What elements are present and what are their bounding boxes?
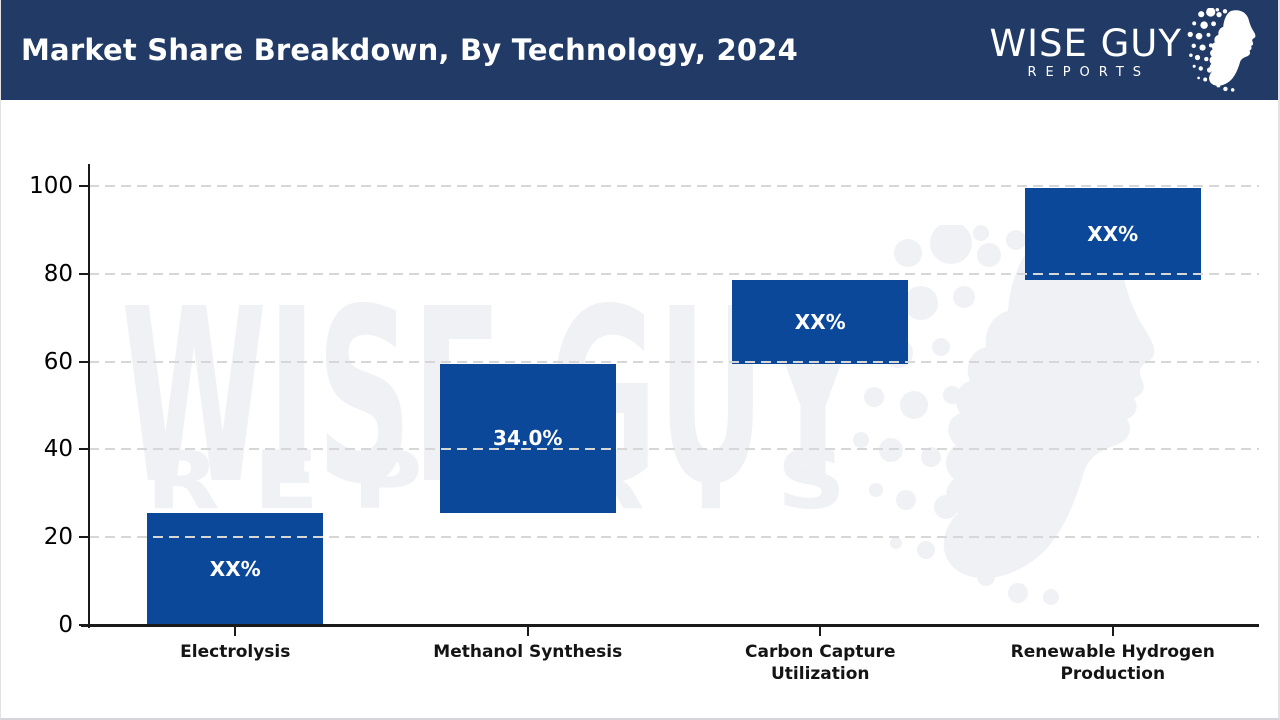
gridline bbox=[89, 272, 1259, 275]
gridline bbox=[89, 536, 1259, 539]
y-tick-label: 100 bbox=[29, 173, 73, 199]
x-tick-label: Renewable Hydrogen Production bbox=[1010, 642, 1215, 685]
bar: 34.0% bbox=[439, 363, 616, 514]
y-tick-label: 20 bbox=[43, 524, 73, 551]
y-axis-line bbox=[88, 164, 90, 628]
x-tick bbox=[526, 627, 529, 636]
logo-line1: WISE GUY bbox=[989, 22, 1182, 65]
bar-value-label: XX% bbox=[794, 310, 846, 335]
bar-value-label: XX% bbox=[1087, 222, 1139, 247]
bar: XX% bbox=[1024, 188, 1201, 281]
y-tick bbox=[79, 185, 88, 187]
bar: XX% bbox=[147, 513, 324, 625]
wiseguy-head-icon bbox=[1187, 8, 1256, 92]
x-tick-label: Carbon Capture Utilization bbox=[745, 642, 896, 685]
wiseguy-logo: WISE GUY REPORTS bbox=[990, 8, 1264, 96]
gridline bbox=[89, 360, 1259, 363]
x-tick bbox=[234, 627, 237, 636]
bar-value-label: 34.0% bbox=[493, 426, 563, 451]
y-tick-label: 40 bbox=[43, 436, 73, 463]
page-title: Market Share Breakdown, By Technology, 2… bbox=[21, 33, 799, 67]
y-tick-label: 0 bbox=[58, 612, 73, 638]
logo-wordmark: WISE GUY REPORTS bbox=[990, 25, 1182, 79]
gridline bbox=[89, 448, 1259, 451]
y-tick-label: 80 bbox=[43, 260, 73, 287]
y-tick bbox=[79, 448, 88, 451]
bar: XX% bbox=[732, 280, 909, 364]
bar-value-label: XX% bbox=[209, 557, 261, 582]
x-tick bbox=[1111, 627, 1114, 636]
y-tick bbox=[79, 272, 88, 275]
logo-line2: REPORTS bbox=[1027, 65, 1151, 80]
y-tick-label: 60 bbox=[43, 348, 73, 375]
y-tick bbox=[79, 360, 88, 363]
x-axis-line bbox=[81, 624, 1259, 627]
y-tick bbox=[79, 536, 88, 539]
header-bar: Market Share Breakdown, By Technology, 2… bbox=[1, 0, 1278, 100]
gridline bbox=[89, 185, 1259, 187]
x-tick-label: Methanol Synthesis bbox=[433, 642, 623, 662]
x-tick-label: Electrolysis bbox=[180, 642, 291, 662]
x-tick bbox=[819, 627, 822, 636]
